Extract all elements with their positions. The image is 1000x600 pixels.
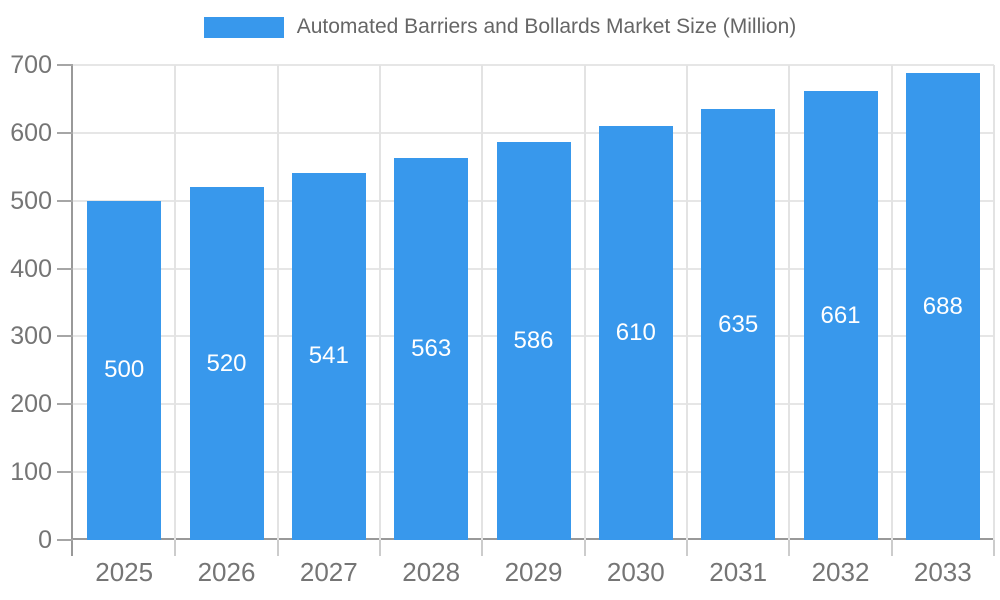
bar: 635 <box>701 109 776 540</box>
x-tick-label: 2029 <box>504 557 563 587</box>
legend-label: Automated Barriers and Bollards Market S… <box>296 15 797 38</box>
y-axis-line <box>71 65 73 556</box>
x-tick-label: 2031 <box>709 557 768 587</box>
y-tick-label: 200 <box>10 390 52 419</box>
y-tick-label: 700 <box>10 51 52 79</box>
gridline-vertical <box>174 65 177 540</box>
legend-swatch <box>203 16 284 38</box>
y-axis-tick <box>57 199 73 202</box>
y-axis-tick <box>57 64 73 66</box>
chart-legend[interactable]: Automated Barriers and Bollards Market S… <box>0 15 1000 39</box>
bar: 541 <box>291 172 366 540</box>
bar-value-label: 541 <box>308 342 349 370</box>
y-axis-tick <box>57 131 73 134</box>
bar: 610 <box>598 126 673 540</box>
gridline-vertical <box>379 65 381 540</box>
bar: 520 <box>189 187 264 540</box>
bar-value-label: 563 <box>411 334 452 362</box>
x-axis-tick <box>583 540 586 556</box>
bar-value-label: 610 <box>615 319 656 347</box>
y-tick-label: 400 <box>10 254 52 283</box>
gridline-horizontal <box>73 131 994 134</box>
bar: 586 <box>496 142 571 540</box>
x-axis-tick <box>276 540 279 556</box>
bar: 563 <box>394 157 469 540</box>
x-tick-label: 2030 <box>606 557 665 587</box>
y-axis-tick <box>57 335 73 338</box>
y-axis-tick <box>57 539 73 541</box>
bar: 500 <box>87 200 162 540</box>
bar-value-label: 500 <box>104 356 145 384</box>
gridline-vertical <box>890 65 893 540</box>
bar-value-label: 520 <box>206 349 247 377</box>
y-tick-label: 0 <box>38 526 52 554</box>
x-tick-label: 2025 <box>95 557 154 587</box>
bar-value-label: 661 <box>820 301 861 329</box>
gridline-horizontal <box>73 64 994 66</box>
bar: 688 <box>905 73 980 540</box>
y-tick-label: 100 <box>10 458 52 487</box>
gridline-vertical <box>276 65 279 540</box>
x-axis-tick <box>993 540 995 556</box>
bar: 661 <box>803 91 878 540</box>
x-tick-label: 2027 <box>299 557 358 587</box>
plot-area: 500 520 541 563 586 610 635 661 688 <box>73 64 995 540</box>
gridline-vertical <box>583 65 586 540</box>
bar-value-label: 688 <box>922 292 963 320</box>
bar-value-label: 635 <box>718 310 759 338</box>
x-tick-label: 2026 <box>197 557 256 587</box>
gridline-vertical <box>481 65 484 540</box>
x-tick-label: 2032 <box>811 557 870 587</box>
x-axis-tick <box>686 540 688 556</box>
y-tick-label: 300 <box>10 322 52 351</box>
y-tick-label: 500 <box>10 186 52 215</box>
bar-value-label: 586 <box>513 327 554 355</box>
gridline-vertical <box>993 65 995 540</box>
x-axis-tick <box>481 540 484 556</box>
x-axis-tick <box>174 540 177 556</box>
gridline-vertical <box>686 65 688 540</box>
y-axis-tick <box>57 267 73 270</box>
x-axis-tick <box>379 540 381 556</box>
y-axis-tick <box>57 403 73 406</box>
y-tick-label: 600 <box>10 118 52 147</box>
gridline-vertical <box>788 65 791 540</box>
y-axis-tick <box>57 471 73 474</box>
x-axis-tick <box>890 540 893 556</box>
x-tick-label: 2033 <box>913 557 972 587</box>
x-tick-label: 2028 <box>402 557 461 587</box>
x-axis-tick <box>788 540 791 556</box>
